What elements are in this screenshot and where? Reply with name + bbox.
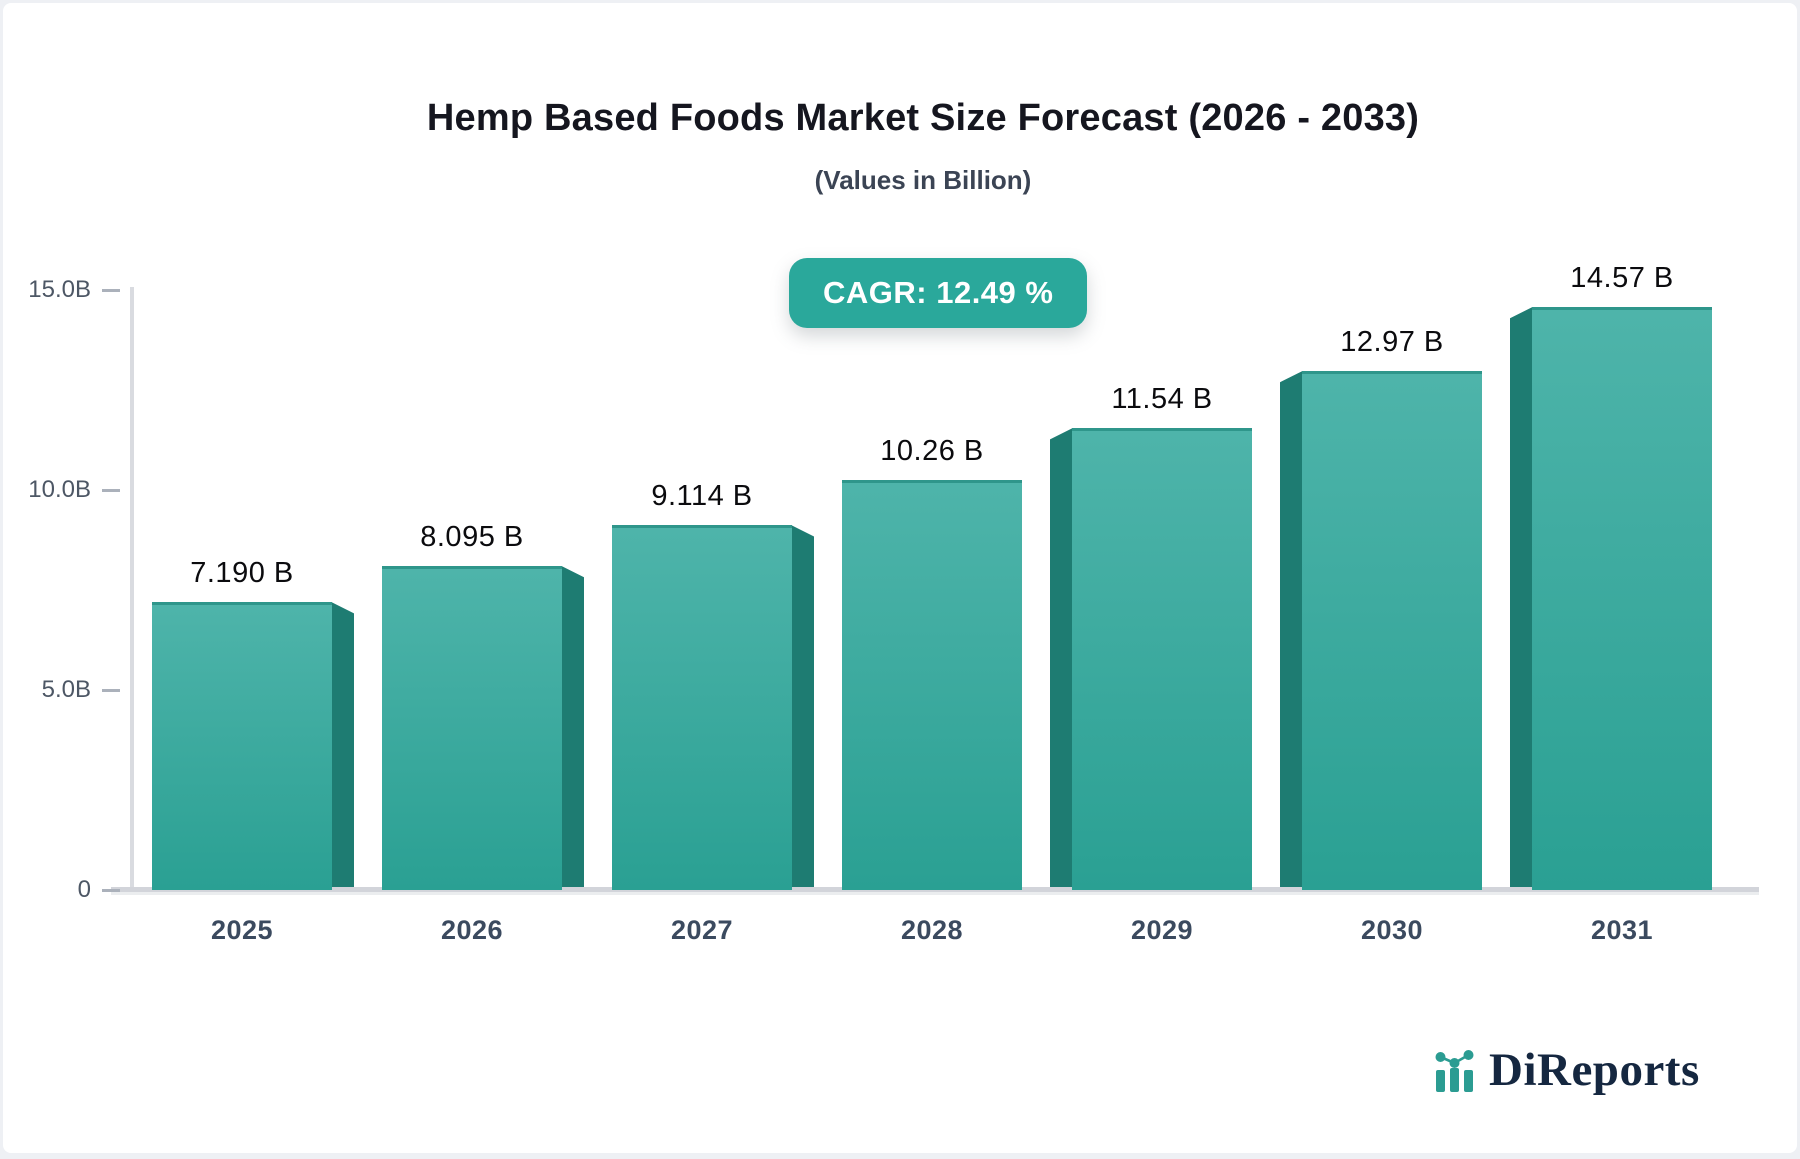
- bar-value-label-2030: 12.97 B: [1340, 326, 1444, 359]
- bar-value-label-2025: 7.190 B: [190, 557, 294, 590]
- bar-2031: [1532, 307, 1712, 890]
- y-axis-label: 15.0B: [28, 276, 91, 303]
- cagr-badge: CAGR: 12.49 %: [789, 258, 1088, 328]
- x-axis-label-2026: 2026: [440, 915, 504, 945]
- bar-value-label-2028: 10.26 B: [880, 434, 984, 467]
- y-axis-label: 10.0B: [28, 476, 91, 503]
- y-axis-label: 0: [77, 876, 91, 903]
- bar-value-label-2029: 11.54 B: [1111, 383, 1213, 416]
- bar-value-label-2026: 8.095 B: [420, 521, 524, 554]
- bar-2030: [1302, 371, 1482, 890]
- x-axis-label-2031: 2031: [1590, 915, 1654, 945]
- bar-3d-side-2026: [562, 566, 584, 887]
- x-axis-label-2030: 2030: [1360, 915, 1424, 945]
- bar-3d-side-2025: [332, 602, 354, 887]
- y-axis-tick: [102, 889, 120, 892]
- bar-3d-side-2030: [1280, 371, 1302, 887]
- x-axis-label-2025: 2025: [210, 915, 274, 945]
- mini-bar-chart-icon: [1435, 1050, 1474, 1092]
- direports-logo: DiReports: [1433, 1039, 1743, 1101]
- bar-3d-side-2031: [1510, 307, 1532, 887]
- y-axis-tick: [102, 489, 120, 492]
- bar-2026: [382, 566, 562, 890]
- bar-2025: [152, 602, 332, 890]
- logo-text: DiReports: [1489, 1044, 1700, 1096]
- bar-2029: [1072, 428, 1252, 890]
- x-axis-label-2027: 2027: [670, 915, 734, 945]
- bar-value-label-2027: 9.114 B: [651, 480, 753, 513]
- x-axis-label-2028: 2028: [900, 915, 964, 945]
- y-axis-tick: [102, 289, 120, 292]
- bar-value-label-2031: 14.57 B: [1570, 262, 1674, 295]
- y-axis-label: 5.0B: [41, 676, 91, 703]
- chart-title: Hemp Based Foods Market Size Forecast (2…: [426, 97, 1420, 139]
- bar-2027: [612, 525, 792, 890]
- bar-3d-side-2027: [792, 525, 814, 887]
- y-axis-tick: [102, 689, 120, 692]
- x-axis-label-2029: 2029: [1130, 915, 1194, 945]
- bar-3d-side-2029: [1050, 428, 1072, 887]
- bar-2028: [842, 479, 1022, 890]
- chart-subtitle: (Values in Billion): [814, 165, 1032, 195]
- bar-chart: 15.0B 10.0B 5.0B 0 7.190 B 2025 8.095 B 2026 9.1…: [3, 3, 1800, 1159]
- chart-card: Hemp Based Foods Market Size Forecast (2…: [3, 3, 1797, 1153]
- y-axis-line: [130, 287, 134, 891]
